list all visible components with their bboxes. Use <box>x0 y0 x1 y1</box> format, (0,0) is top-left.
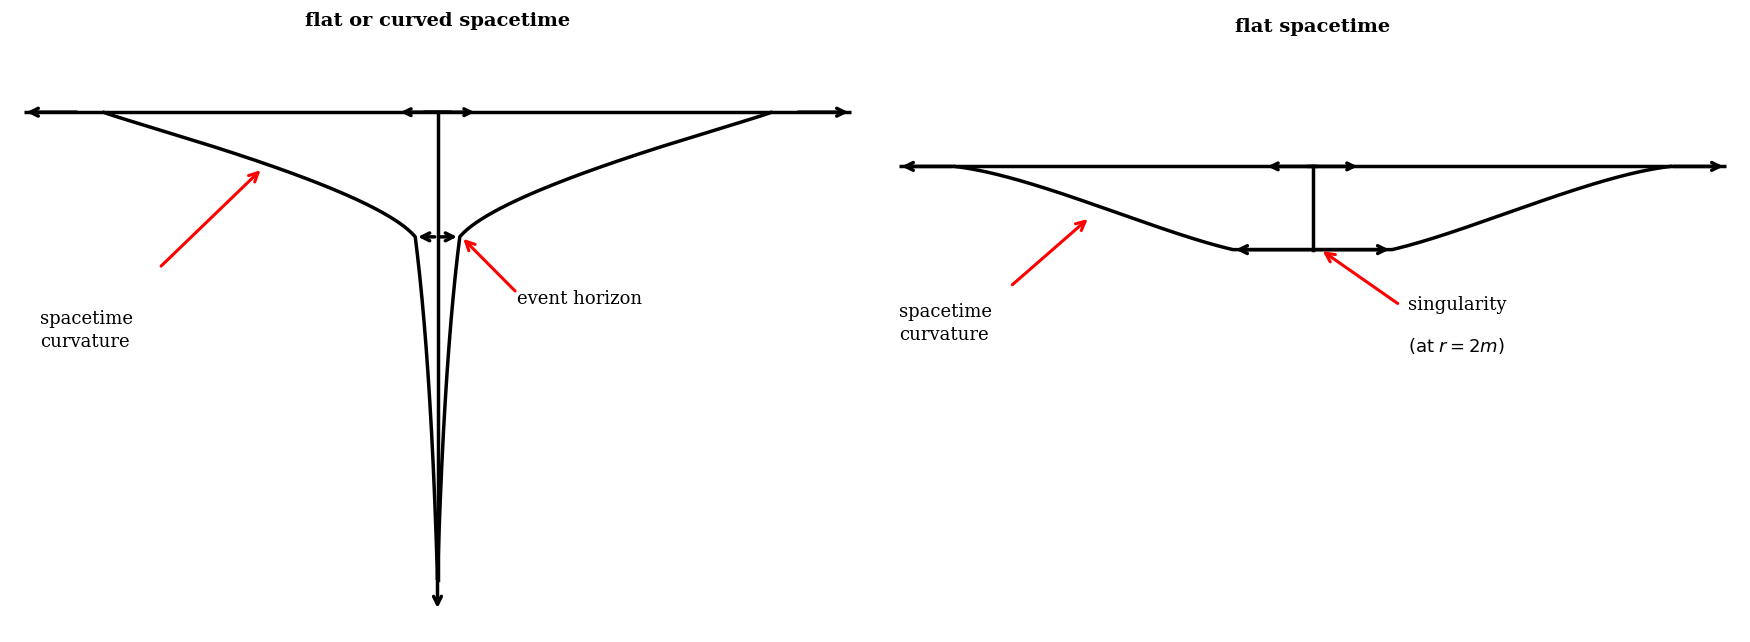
Text: event horizon: event horizon <box>516 290 642 308</box>
Text: flat or curved spacetime: flat or curved spacetime <box>304 12 570 30</box>
Text: singularity: singularity <box>1409 297 1507 315</box>
Text: spacetime
curvature: spacetime curvature <box>900 303 992 344</box>
Text: spacetime
curvature: spacetime curvature <box>40 309 133 351</box>
Text: flat spacetime: flat spacetime <box>1236 19 1390 37</box>
Text: $(\mathrm{at}\ \mathit{r} = \mathit{2m})$: $(\mathrm{at}\ \mathit{r} = \mathit{2m})… <box>1409 315 1505 356</box>
